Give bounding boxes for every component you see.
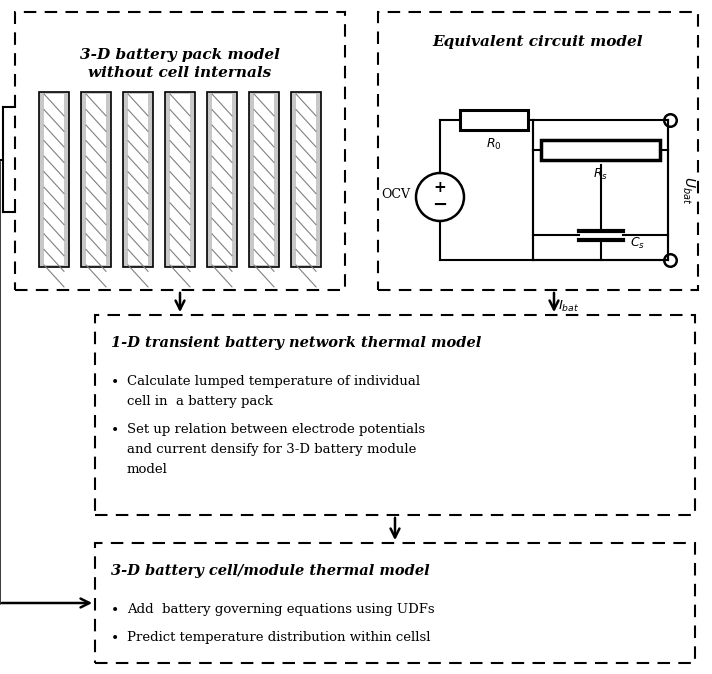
Text: •: • (111, 631, 119, 645)
Text: OCV: OCV (381, 189, 410, 202)
FancyBboxPatch shape (165, 92, 195, 267)
Text: +: + (434, 181, 446, 195)
Text: Add  battery governing equations using UDFs: Add battery governing equations using UD… (127, 603, 434, 616)
FancyBboxPatch shape (296, 94, 316, 265)
Text: $R_0$: $R_0$ (486, 136, 502, 152)
Text: cell in  a battery pack: cell in a battery pack (127, 395, 273, 408)
Text: Set up relation between electrode potentials: Set up relation between electrode potent… (127, 423, 425, 436)
Text: Equivalent circuit model: Equivalent circuit model (433, 35, 643, 49)
Text: $U_{bat}$: $U_{bat}$ (680, 176, 696, 204)
FancyBboxPatch shape (170, 94, 190, 265)
Text: Calculate lumped temperature of individual: Calculate lumped temperature of individu… (127, 375, 420, 388)
FancyBboxPatch shape (128, 94, 148, 265)
FancyBboxPatch shape (81, 92, 111, 267)
Text: −: − (432, 196, 448, 214)
Text: •: • (111, 603, 119, 617)
FancyBboxPatch shape (541, 140, 660, 160)
FancyBboxPatch shape (44, 94, 64, 265)
Text: and current densify for 3-D battery module: and current densify for 3-D battery modu… (127, 443, 417, 456)
Text: 3-D battery pack model
without cell internals: 3-D battery pack model without cell inte… (80, 48, 280, 80)
FancyBboxPatch shape (291, 92, 321, 267)
FancyBboxPatch shape (123, 92, 153, 267)
Text: •: • (111, 423, 119, 437)
Text: 1-D transient battery network thermal model: 1-D transient battery network thermal mo… (111, 336, 481, 350)
Text: •: • (111, 375, 119, 389)
FancyBboxPatch shape (39, 92, 69, 267)
Text: model: model (127, 463, 168, 476)
FancyBboxPatch shape (460, 110, 528, 130)
FancyBboxPatch shape (249, 92, 279, 267)
Text: $C_s$: $C_s$ (631, 235, 646, 251)
FancyBboxPatch shape (86, 94, 106, 265)
Text: 3-D battery cell/module thermal model: 3-D battery cell/module thermal model (111, 564, 429, 578)
FancyBboxPatch shape (254, 94, 274, 265)
FancyBboxPatch shape (207, 92, 237, 267)
FancyBboxPatch shape (212, 94, 232, 265)
Text: Predict temperature distribution within cellsl: Predict temperature distribution within … (127, 631, 431, 644)
Text: $I_{bat}$: $I_{bat}$ (558, 299, 580, 313)
Text: $R_s$: $R_s$ (593, 166, 608, 181)
